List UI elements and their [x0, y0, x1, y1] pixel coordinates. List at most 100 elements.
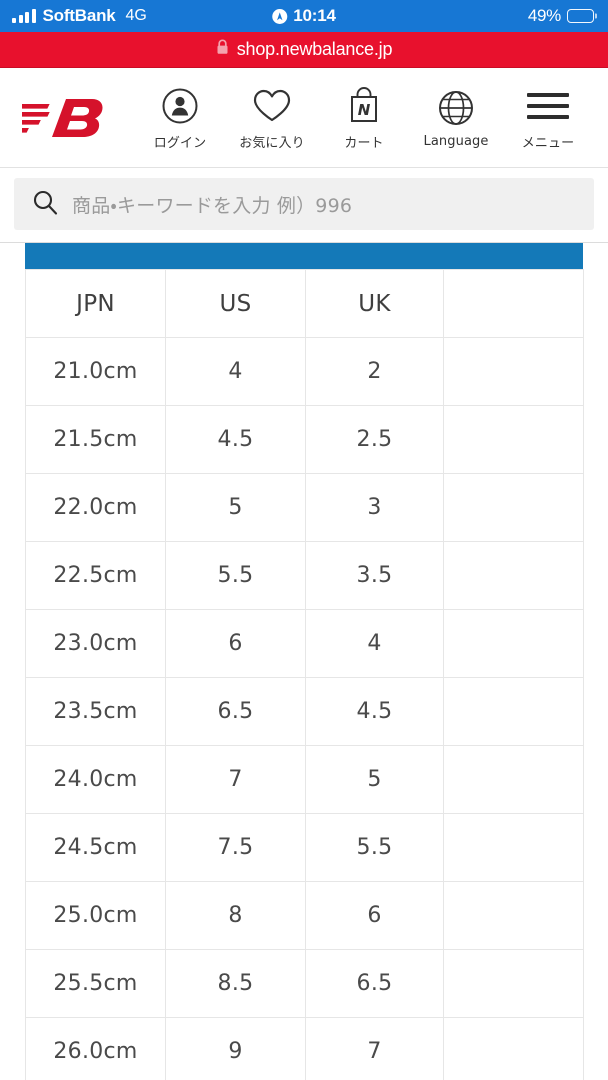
table-cell-blank — [443, 609, 584, 678]
table-cell-blank — [443, 405, 584, 474]
table-cell-blank — [443, 949, 584, 1018]
battery-icon — [567, 9, 594, 23]
search-input[interactable]: 商品・キーワードを入力 例）996 — [14, 178, 594, 230]
table-cell-jpn: 21.0cm — [25, 337, 166, 406]
table-cell-us: 7.5 — [165, 813, 306, 882]
table-cell-jpn: 22.0cm — [25, 473, 166, 542]
table-cell-jpn: 26.0cm — [25, 1017, 166, 1080]
header-divider — [0, 242, 608, 243]
table-cell-uk: 4 — [305, 609, 444, 678]
table-row: 26.0cm 9 7 — [25, 1017, 584, 1080]
table-cell-jpn: 24.5cm — [25, 813, 166, 882]
column-header-us: US — [165, 269, 306, 338]
table-cell-jpn: 24.0cm — [25, 745, 166, 814]
table-cell-uk: 5.5 — [305, 813, 444, 882]
table-cell-jpn: 22.5cm — [25, 541, 166, 610]
nav-item-cart[interactable]: N カート — [318, 85, 410, 151]
globe-icon — [437, 87, 475, 129]
nav-item-language[interactable]: Language — [410, 87, 502, 149]
hamburger-menu-icon — [527, 85, 569, 127]
site-header: ログイン お気に入り N カート — [0, 68, 608, 168]
table-cell-us: 8 — [165, 881, 306, 950]
battery-percentage: 49% — [527, 6, 561, 25]
size-table-accent-bar — [25, 243, 583, 269]
table-row: 25.5cm 8.5 6.5 — [25, 949, 584, 1018]
table-cell-uk: 2.5 — [305, 405, 444, 474]
nav-item-label: カート — [344, 135, 384, 151]
column-header-jpn: JPN — [25, 269, 166, 338]
table-cell-uk: 6 — [305, 881, 444, 950]
lock-icon — [216, 39, 229, 60]
page-content: JPN US UK 21.0cm 4 2 21.5cm 4.5 2.5 22.0cm 5 3 22… — [0, 243, 608, 1080]
table-cell-us: 8.5 — [165, 949, 306, 1018]
table-cell-blank — [443, 337, 584, 406]
table-cell-jpn: 23.0cm — [25, 609, 166, 678]
status-bar-center: 10:14 — [272, 6, 336, 26]
size-table-wrap: JPN US UK 21.0cm 4 2 21.5cm 4.5 2.5 22.0cm 5 3 22… — [0, 243, 608, 1080]
new-balance-logo[interactable] — [0, 95, 114, 141]
browser-url-bar[interactable]: shop.newbalance.jp — [0, 32, 608, 68]
table-cell-uk: 3 — [305, 473, 444, 542]
table-header-row: JPN US UK — [25, 269, 584, 338]
status-bar-right: 49% — [528, 6, 594, 26]
table-cell-us: 4.5 — [165, 405, 306, 474]
clock-time: 10:14 — [293, 6, 336, 25]
heart-icon — [252, 85, 292, 127]
table-cell-us: 6.5 — [165, 677, 306, 746]
table-cell-blank — [443, 677, 584, 746]
table-row: 24.0cm 7 5 — [25, 745, 584, 814]
table-cell-blank — [443, 813, 584, 882]
table-cell-us: 4 — [165, 337, 306, 406]
table-row: 22.0cm 5 3 — [25, 473, 584, 542]
shopping-bag-icon: N — [347, 85, 381, 127]
table-row: 25.0cm 8 6 — [25, 881, 584, 950]
table-cell-uk: 6.5 — [305, 949, 444, 1018]
url-text: shop.newbalance.jp — [236, 39, 393, 59]
nav-item-label: Language — [423, 133, 489, 149]
nav-item-label: お気に入り — [239, 135, 305, 151]
nav-item-label: メニュー — [521, 135, 575, 151]
table-cell-jpn: 25.5cm — [25, 949, 166, 1018]
ios-status-bar: SoftBank 4G 10:14 49% — [0, 0, 608, 32]
table-cell-uk: 4.5 — [305, 677, 444, 746]
carrier-name: SoftBank — [42, 6, 116, 25]
table-cell-us: 9 — [165, 1017, 306, 1080]
table-cell-uk: 5 — [305, 745, 444, 814]
table-cell-uk: 3.5 — [305, 541, 444, 610]
search-section: 商品・キーワードを入力 例）996 — [0, 168, 608, 242]
table-row: 21.0cm 4 2 — [25, 337, 584, 406]
size-conversion-table: JPN US UK 21.0cm 4 2 21.5cm 4.5 2.5 22.0cm 5 3 22… — [25, 269, 584, 1080]
search-placeholder: 商品・キーワードを入力 例）996 — [72, 194, 353, 217]
table-cell-uk: 2 — [305, 337, 444, 406]
table-row: 21.5cm 4.5 2.5 — [25, 405, 584, 474]
nav-item-label: ログイン — [153, 135, 207, 151]
column-header-uk: UK — [305, 269, 444, 338]
search-icon — [32, 189, 58, 220]
table-cell-blank — [443, 745, 584, 814]
table-cell-uk: 7 — [305, 1017, 444, 1080]
nav-item-menu[interactable]: メニュー — [502, 85, 594, 151]
table-row: 23.5cm 6.5 4.5 — [25, 677, 584, 746]
user-circle-icon — [161, 85, 199, 127]
header-nav: ログイン お気に入り N カート — [134, 85, 594, 151]
table-cell-blank — [443, 541, 584, 610]
svg-text:N: N — [358, 101, 371, 119]
table-row: 22.5cm 5.5 3.5 — [25, 541, 584, 610]
location-arrow-icon — [272, 8, 288, 24]
nav-item-favorites[interactable]: お気に入り — [226, 85, 318, 151]
table-cell-blank — [443, 881, 584, 950]
table-cell-jpn: 25.0cm — [25, 881, 166, 950]
table-cell-us: 5 — [165, 473, 306, 542]
signal-bars-icon — [12, 9, 36, 23]
table-cell-us: 6 — [165, 609, 306, 678]
table-row: 23.0cm 6 4 — [25, 609, 584, 678]
table-cell-us: 7 — [165, 745, 306, 814]
table-cell-blank — [443, 473, 584, 542]
network-type: 4G — [125, 7, 147, 24]
nav-item-login[interactable]: ログイン — [134, 85, 226, 151]
table-row: 24.5cm 7.5 5.5 — [25, 813, 584, 882]
table-cell-blank — [443, 1017, 584, 1080]
table-cell-jpn: 23.5cm — [25, 677, 166, 746]
table-cell-jpn: 21.5cm — [25, 405, 166, 474]
